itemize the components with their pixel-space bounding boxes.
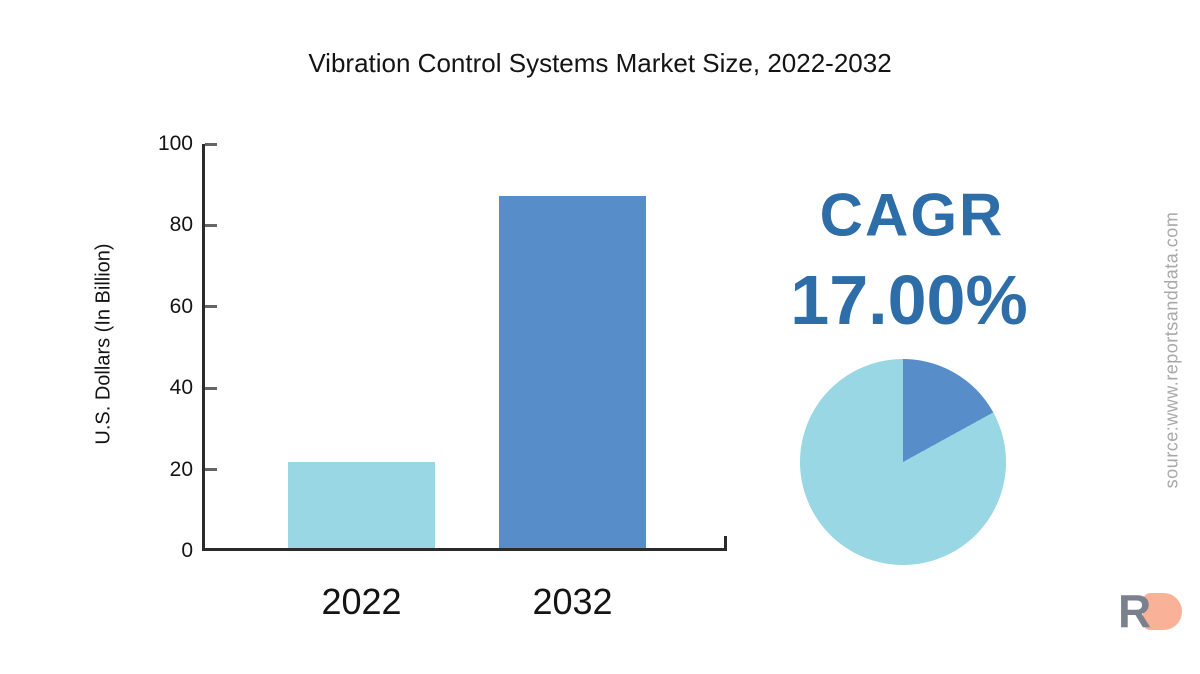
reportsanddata-logo: R — [1118, 585, 1184, 637]
y-tick-label-60: 60 — [169, 294, 193, 318]
y-tick-mark-100 — [205, 142, 217, 146]
y-tick-label-80: 80 — [169, 213, 193, 237]
logo-r-letter: R — [1118, 585, 1152, 637]
y-tick-label-40: 40 — [169, 376, 193, 400]
y-tick-mark-20 — [205, 468, 217, 472]
x-axis-end-tick — [724, 536, 727, 548]
chart-title: Vibration Control Systems Market Size, 2… — [308, 48, 892, 78]
cagr-pie-chart — [800, 359, 1006, 565]
x-tick-label-2032: 2032 — [532, 581, 613, 622]
y-axis-label: U.S. Dollars (In Billion) — [92, 243, 115, 445]
cagr-label: CAGR — [819, 181, 1005, 249]
y-tick-mark-40 — [205, 386, 217, 390]
bar-2032 — [499, 195, 646, 548]
source-watermark: source:www.reportsanddata.com — [1161, 211, 1182, 489]
cagr-value: 17.00% — [790, 261, 1028, 339]
y-tick-label-100: 100 — [157, 132, 193, 155]
y-tick-label-0: 0 — [181, 539, 193, 562]
logo-d-shape — [1143, 593, 1182, 630]
bar-plot-area: 0 20 40 60 80 100 2022 2032 — [158, 132, 727, 622]
x-tick-label-2022: 2022 — [321, 581, 402, 622]
y-tick-label-20: 20 — [169, 457, 193, 481]
y-tick-mark-60 — [205, 305, 217, 309]
bar-2022 — [288, 462, 435, 548]
y-tick-mark-80 — [205, 223, 217, 227]
